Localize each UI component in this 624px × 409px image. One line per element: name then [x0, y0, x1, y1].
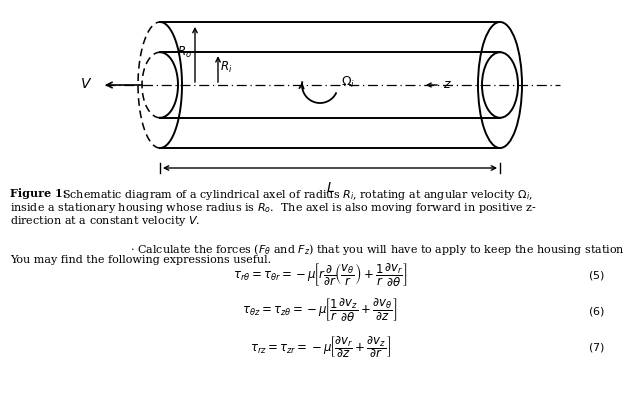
Text: Figure 1:: Figure 1: — [10, 188, 67, 199]
Text: $R_i$: $R_i$ — [220, 60, 232, 75]
Text: $L$: $L$ — [326, 181, 334, 195]
Text: $V$: $V$ — [80, 77, 92, 91]
Text: $R_o$: $R_o$ — [177, 45, 192, 60]
Text: inside a stationary housing whose radius is $R_o$.  The axel is also moving forw: inside a stationary housing whose radius… — [10, 201, 537, 215]
Text: $\tau_{r\theta} = \tau_{\theta r} = -\mu\!\left[r\dfrac{\partial}{\partial r}\!\: $\tau_{r\theta} = \tau_{\theta r} = -\mu… — [233, 261, 407, 288]
Text: You may find the following expressions useful.: You may find the following expressions u… — [10, 255, 271, 265]
Text: $(7)$: $(7)$ — [588, 341, 605, 353]
Text: $\tau_{\theta z} = \tau_{z\theta} = -\mu\!\left[\dfrac{1}{r}\dfrac{\partial v_z}: $\tau_{\theta z} = \tau_{z\theta} = -\mu… — [242, 297, 397, 324]
Text: direction at a constant velocity $V$.: direction at a constant velocity $V$. — [10, 214, 200, 228]
Text: $\cdot$ Calculate the forces ($F_\theta$ and $F_z$) that you will have to apply : $\cdot$ Calculate the forces ($F_\theta$… — [130, 242, 624, 257]
Text: Schematic diagram of a cylindrical axel of radius $R_i$, rotating at angular vel: Schematic diagram of a cylindrical axel … — [62, 188, 533, 202]
Text: $\Omega_i$: $\Omega_i$ — [341, 74, 355, 90]
Text: $\tau_{rz} = \tau_{zr} = -\mu\!\left[\dfrac{\partial v_r}{\partial z}+\dfrac{\pa: $\tau_{rz} = \tau_{zr} = -\mu\!\left[\df… — [250, 334, 391, 360]
Text: $(6)$: $(6)$ — [588, 304, 605, 317]
Text: $z$: $z$ — [443, 77, 452, 90]
Text: $(5)$: $(5)$ — [588, 268, 605, 281]
